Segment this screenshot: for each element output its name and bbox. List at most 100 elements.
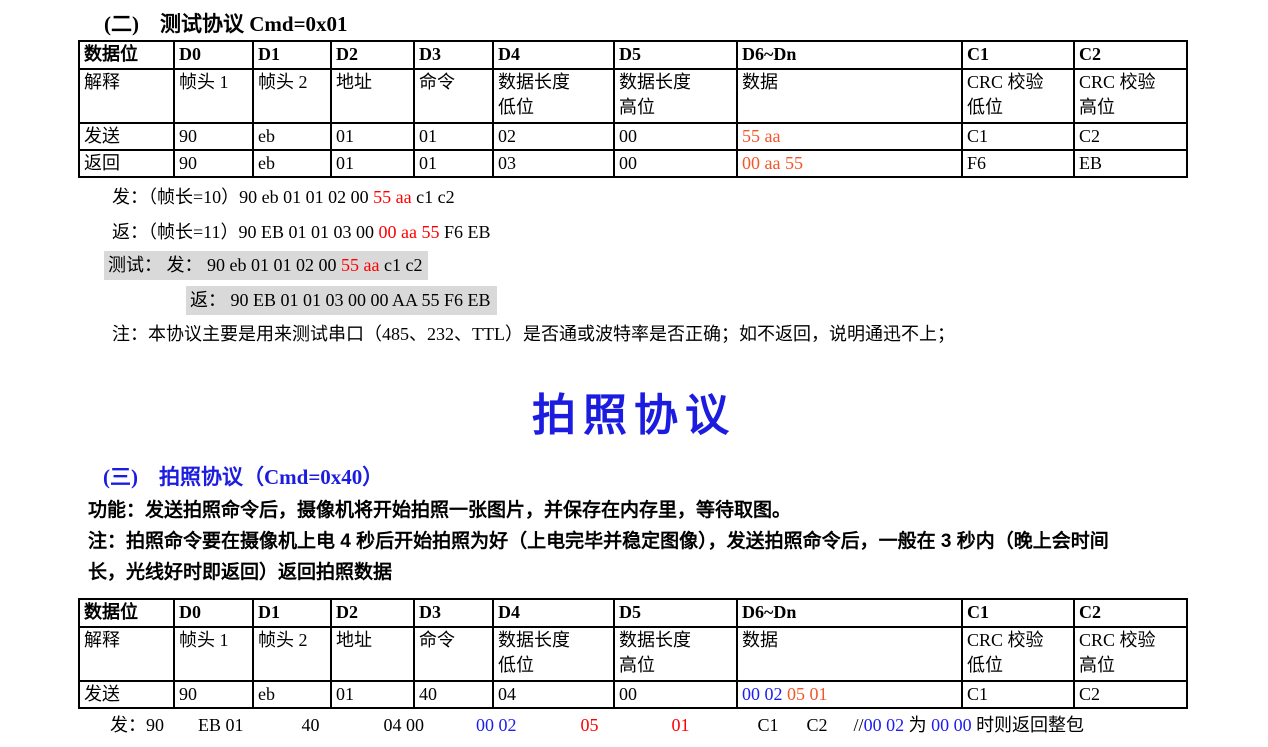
table-cell: 00 [613, 122, 738, 151]
test-send-line: 测试： 发： 90 eb 01 01 02 00 55 aa c1 c2 [104, 251, 429, 280]
column-header: 数据位 [78, 598, 175, 628]
table-cell: eb [252, 680, 332, 709]
table-cell: 解释 [78, 68, 175, 124]
photo-protocol-title: 拍照协议 [532, 391, 736, 440]
table-cell: 帧头 2 [252, 68, 332, 124]
table-cell: F6 [961, 149, 1075, 178]
table-row: 解释 帧头 1 帧头 2 地址 命令 数据长度 低位 数据长度 高位 数据 CRC 校验 低位 C… [78, 68, 1188, 124]
table-cell: C2 [1073, 680, 1188, 709]
text-segment: c1 c2 [411, 187, 455, 207]
text-segment: 发：90 [110, 715, 164, 735]
table-cell: 地址 [330, 68, 415, 124]
table-row: 返回 90 eb 01 01 03 00 00 aa 55 F6 EB [78, 149, 1188, 178]
table-cell: 01 [330, 680, 415, 709]
table-cell: 55 aa [736, 122, 963, 151]
text-segment: 00 aa 55 [378, 222, 440, 242]
column-header: C1 [961, 598, 1075, 628]
column-header: C2 [1073, 598, 1188, 628]
column-header: D3 [413, 40, 494, 70]
table-cell: 数据 [736, 68, 963, 124]
table-cell: 01 [330, 149, 415, 178]
table-cell: 发送 [78, 122, 175, 151]
text-segment: 发：（帧长=10）90 eb 01 01 02 00 [112, 187, 374, 207]
column-header: C2 [1073, 40, 1188, 70]
column-header: D1 [252, 598, 332, 628]
table-cell: 00 [613, 149, 738, 178]
column-header: D2 [330, 598, 415, 628]
table-cell: eb [252, 122, 332, 151]
table-cell: C1 [961, 680, 1075, 709]
table-cell: 返回 [78, 149, 175, 178]
table-cell: 04 [492, 680, 615, 709]
table-cell: 帧头 1 [173, 626, 254, 682]
table-cell: 40 [413, 680, 494, 709]
table-row: 数据位 D0 D1 D2 D3 D4 D5 D6~Dn C1 C2 [78, 598, 1188, 628]
table-cell: 90 [173, 149, 254, 178]
table-cell: 01 [413, 122, 494, 151]
text-segment: EB 01 [198, 715, 244, 735]
column-header: C1 [961, 40, 1075, 70]
table-cell: 00 aa 55 [736, 149, 963, 178]
text-segment: c1 c2 [379, 255, 423, 275]
table-cell: 90 [173, 122, 254, 151]
photo-note-line2: 长，光线好时即返回）返回拍照数据 [88, 562, 393, 583]
column-header: D2 [330, 40, 415, 70]
table-cell: 03 [492, 149, 615, 178]
column-header: D6~Dn [736, 40, 963, 70]
table-cell: 帧头 2 [252, 626, 332, 682]
table-cell: 解释 [78, 626, 175, 682]
recv-frame-line: 返：（帧长=11）90 EB 01 01 03 00 00 aa 55 F6 E… [112, 220, 490, 244]
table-row: 数据位 D0 D1 D2 D3 D4 D5 D6~Dn C1 C2 [78, 40, 1188, 70]
column-header: D0 [173, 598, 254, 628]
table-cell: 00 02 05 01 [736, 680, 963, 709]
section-heading-test-protocol: (二) 测试协议 Cmd=0x01 [104, 12, 348, 36]
test-protocol-table: 数据位 D0 D1 D2 D3 D4 D5 D6~Dn C1 C2 解释 帧头 1 帧头 2 地址 命令 数据… [78, 40, 1188, 178]
send-frame-line: 发：（帧长=10）90 eb 01 01 02 00 55 aa c1 c2 [112, 185, 455, 209]
text-segment: 01 [671, 715, 690, 735]
table-cell: 00 [613, 680, 738, 709]
test-recv-line: 返： 90 EB 01 01 03 00 00 AA 55 F6 EB [186, 286, 497, 315]
text-segment: 返： 90 EB 01 01 03 00 00 AA 55 F6 EB [190, 290, 491, 310]
table-cell: eb [252, 149, 332, 178]
photo-note-line1: 注：拍照命令要在摄像机上电 4 秒后开始拍照为好（上电完毕并稳定图像），发送拍照… [88, 531, 1109, 552]
table-cell: 数据长度 高位 [613, 68, 738, 124]
table-cell: CRC 校验 低位 [961, 626, 1075, 682]
text-segment: 00 02 [476, 715, 517, 735]
table-cell: C2 [1073, 122, 1188, 151]
text-segment: 00 02 [863, 715, 905, 735]
column-header: D4 [492, 40, 615, 70]
table-cell: 命令 [413, 626, 494, 682]
test-recv-line-wrap: 返： 90 EB 01 01 03 00 00 AA 55 F6 EB [186, 286, 497, 315]
table-cell: CRC 校验 高位 [1073, 68, 1188, 124]
column-header: D5 [613, 40, 738, 70]
text-segment: // [853, 715, 864, 735]
text-segment: 测试： 发： 90 eb 01 01 02 00 [108, 255, 341, 275]
column-header: 数据位 [78, 40, 175, 70]
photo-protocol-table: 数据位 D0 D1 D2 D3 D4 D5 D6~Dn C1 C2 解释 帧头 1 帧头 2 地址 命令 数据… [78, 598, 1188, 709]
table-cell: 01 [330, 122, 415, 151]
column-header: D4 [492, 598, 615, 628]
table-cell: 地址 [330, 626, 415, 682]
table-cell: 01 [413, 149, 494, 178]
text-segment: F6 EB [439, 222, 491, 242]
text-segment: 时则返回整包 [971, 715, 1085, 735]
table-cell: 数据长度 低位 [492, 626, 615, 682]
text-segment: 55 aa [341, 255, 380, 275]
table-cell: 数据 [736, 626, 963, 682]
text-segment: 40 [301, 715, 320, 735]
text-segment: 05 01 [787, 684, 828, 704]
table-cell: 数据长度 低位 [492, 68, 615, 124]
test-protocol-table-wrap: 数据位 D0 D1 D2 D3 D4 D5 D6~Dn C1 C2 解释 帧头 1 帧头 2 地址 命令 数据… [78, 40, 1188, 178]
table-cell: CRC 校验 高位 [1073, 626, 1188, 682]
text-segment: C1 [757, 715, 779, 735]
section-heading-photo-protocol: (三) 拍照协议（Cmd=0x40） [103, 465, 384, 489]
table-cell: EB [1073, 149, 1188, 178]
text-segment: 为 [904, 715, 932, 735]
table-cell: 命令 [413, 68, 494, 124]
text-segment: 00 00 [931, 715, 972, 735]
text-segment: 00 02 [742, 684, 787, 704]
column-header: D5 [613, 598, 738, 628]
column-header: D3 [413, 598, 494, 628]
text-segment: 55 aa [373, 187, 412, 207]
